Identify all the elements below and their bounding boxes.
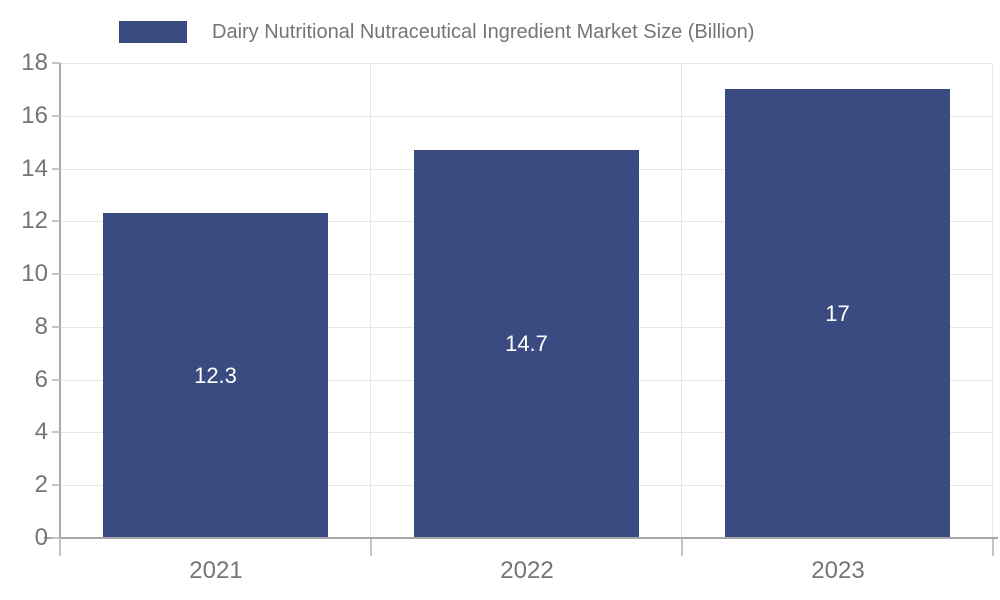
y-axis-tick: [52, 114, 60, 117]
bar-value-label: 14.7: [505, 331, 548, 356]
chart-legend[interactable]: Dairy Nutritional Nutraceutical Ingredie…: [119, 18, 754, 46]
x-axis-tick: [59, 539, 61, 556]
gridline-vertical: [681, 63, 682, 538]
y-axis-label: 6: [34, 365, 48, 393]
y-axis-tick: [52, 378, 60, 381]
y-axis-label: 2: [34, 471, 48, 499]
x-axis-label: 2023: [811, 557, 865, 584]
plot-area: 12.3 14.7 17: [60, 63, 993, 538]
y-axis-label: 0: [34, 524, 48, 551]
y-axis-tick: [52, 273, 60, 276]
bar-value-label: 12.3: [194, 362, 237, 388]
x-axis-label: 2022: [500, 557, 554, 584]
y-axis-label: 14: [21, 154, 48, 182]
y-axis-label: 16: [21, 101, 48, 129]
x-axis-label: 2021: [189, 557, 243, 584]
gridline-horizontal: [60, 115, 993, 117]
bar-2021[interactable]: 12.3: [103, 213, 328, 538]
y-axis-label: 18: [21, 49, 48, 76]
x-axis-line: [44, 537, 998, 539]
y-axis-tick: [52, 431, 60, 434]
x-axis-tick: [992, 539, 994, 556]
bar-2023[interactable]: 17: [725, 89, 950, 538]
y-axis-tick: [52, 220, 60, 223]
y-axis-tick: [52, 62, 60, 64]
gridline-vertical: [992, 63, 993, 538]
y-axis-label: 4: [34, 418, 48, 446]
bar-2022[interactable]: 14.7: [414, 150, 639, 538]
y-axis-label: 8: [34, 312, 48, 340]
y-axis-label: 10: [21, 260, 48, 288]
legend-label: Dairy Nutritional Nutraceutical Ingredie…: [212, 21, 755, 43]
gridline-horizontal: [60, 63, 993, 64]
bar-value-label: 17: [825, 300, 850, 326]
y-axis-line: [59, 63, 61, 538]
y-axis-tick: [52, 325, 60, 328]
y-axis-tick: [52, 484, 60, 487]
y-axis-tick: [52, 167, 60, 170]
y-axis-tick: [52, 537, 60, 539]
legend-swatch: [119, 21, 187, 43]
x-axis-tick: [681, 539, 683, 556]
gridline-vertical: [370, 63, 371, 538]
y-axis-label: 12: [21, 207, 48, 235]
x-axis-tick: [370, 539, 372, 556]
